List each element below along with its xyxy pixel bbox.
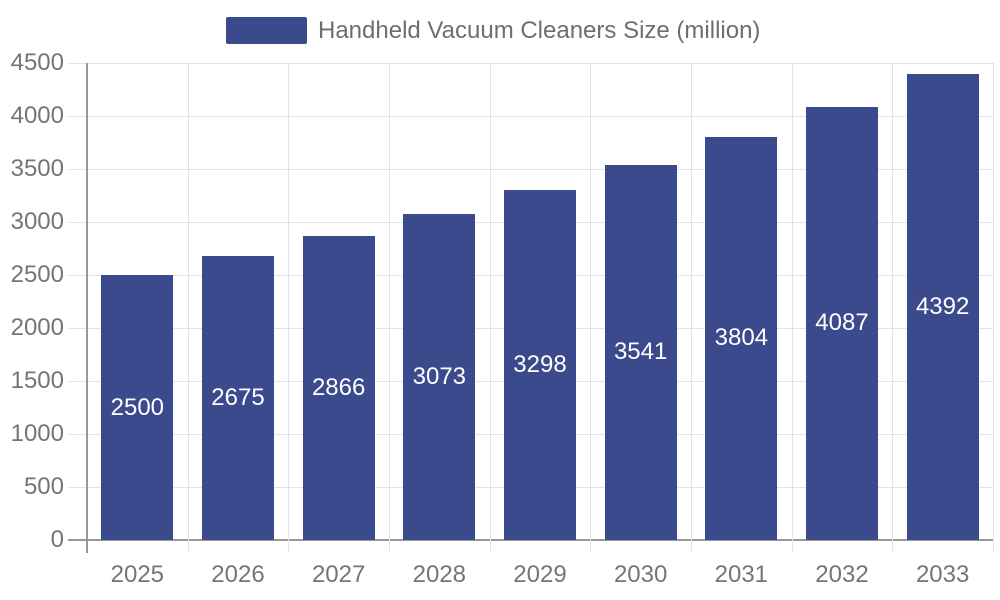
x-axis-tick-label: 2030: [613, 561, 668, 588]
x-axis-tick-label: 2033: [915, 561, 970, 588]
x-axis-tick-label: 2026: [211, 561, 265, 588]
y-axis-line: [86, 63, 88, 553]
bar-2030[interactable]: [604, 164, 677, 540]
x-axis-tick-label: 2031: [714, 561, 769, 588]
bar-value-label: 3298: [513, 351, 567, 379]
bar-value-label: 4087: [815, 309, 869, 337]
y-axis-tick-label: 3000: [10, 208, 64, 235]
legend-label: Handheld Vacuum Cleaners Size (million): [318, 17, 761, 44]
bar-2032[interactable]: [806, 106, 878, 540]
y-axis-tick-label: 0: [50, 526, 64, 553]
bar-2031[interactable]: [705, 136, 778, 540]
y-axis-tick-label: 2000: [10, 314, 64, 341]
y-axis-tick-label: 4000: [10, 102, 64, 129]
y-gridline: [68, 63, 993, 64]
x-axis-line: [68, 539, 993, 541]
bar-value-label: 3073: [412, 363, 467, 391]
x-axis-tick-label: 2025: [110, 561, 165, 588]
y-gridline: [68, 169, 993, 170]
y-axis-tick-label: 1000: [10, 420, 64, 447]
bar-2026[interactable]: [202, 256, 274, 540]
x-gridline: [993, 63, 994, 551]
bar-2025[interactable]: [101, 275, 174, 540]
y-axis-tick-label: 1500: [10, 367, 64, 394]
bar-2028[interactable]: [403, 214, 476, 540]
bar-value-label: 4392: [915, 293, 970, 321]
x-gridline: [288, 63, 290, 551]
x-gridline: [892, 63, 894, 551]
x-gridline: [187, 63, 189, 551]
bar-2029[interactable]: [504, 190, 576, 540]
y-axis-tick-label: 3500: [10, 155, 64, 182]
y-axis-tick-label: 4500: [10, 49, 64, 76]
x-axis-tick-label: 2032: [815, 561, 869, 588]
bar-value-label: 3804: [714, 324, 769, 352]
bar-2033[interactable]: [906, 74, 979, 540]
x-gridline: [389, 63, 390, 551]
x-axis-tick-label: 2027: [311, 561, 366, 588]
y-axis-tick-label: 2500: [10, 261, 64, 288]
legend-swatch: [226, 17, 307, 44]
y-axis-tick-label: 500: [23, 473, 64, 500]
bar-value-label: 2675: [211, 384, 265, 412]
bar-value-label: 2500: [110, 393, 165, 421]
x-gridline: [691, 63, 692, 551]
y-gridline: [68, 116, 993, 117]
bar-2027[interactable]: [302, 236, 375, 540]
x-gridline: [791, 63, 793, 551]
legend-item[interactable]: Handheld Vacuum Cleaners Size (million): [226, 17, 760, 44]
x-axis-tick-label: 2028: [412, 561, 467, 588]
x-gridline: [590, 63, 592, 551]
bar-value-label: 3541: [613, 338, 668, 366]
x-axis-tick-label: 2029: [513, 561, 567, 588]
bar-value-label: 2866: [311, 374, 366, 402]
x-gridline: [489, 63, 491, 551]
